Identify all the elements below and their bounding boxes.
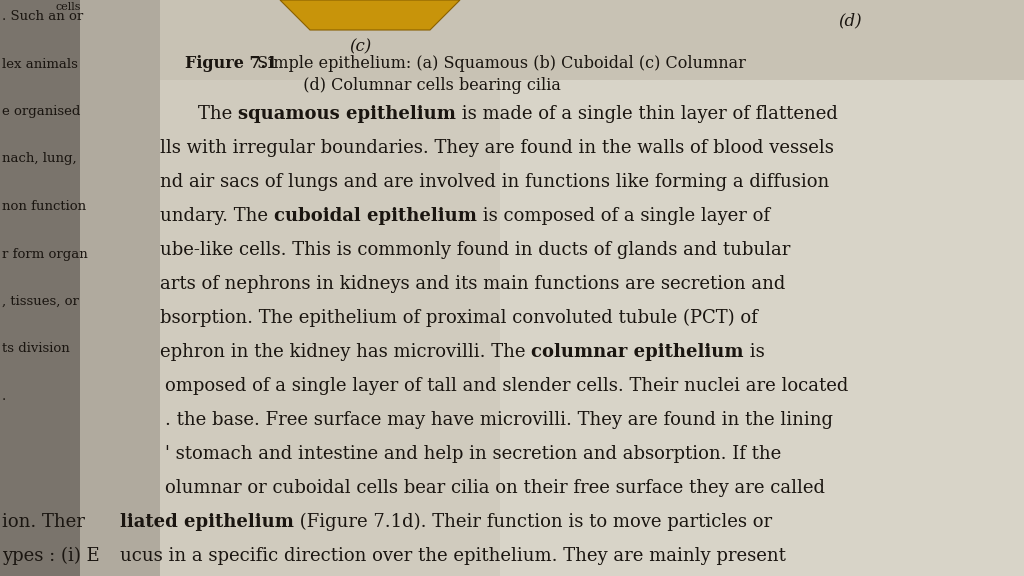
Text: (Figure 7.1d). Their function is to move particles or: (Figure 7.1d). Their function is to move… [294, 513, 772, 531]
Text: non function: non function [2, 200, 86, 213]
Bar [500, 0, 1024, 576]
Text: ' stomach and intestine and help in secretion and absorption. If the: ' stomach and intestine and help in secr… [165, 445, 781, 463]
Text: olumnar or cuboidal cells bear cilia on their free surface they are called: olumnar or cuboidal cells bear cilia on … [165, 479, 825, 497]
Text: (d) Columnar cells bearing cilia: (d) Columnar cells bearing cilia [252, 77, 561, 94]
Text: Simple epithelium: (a) Squamous (b) Cuboidal (c) Columnar: Simple epithelium: (a) Squamous (b) Cubo… [252, 55, 745, 72]
Text: ion. Ther: ion. Ther [2, 513, 85, 531]
Text: is made of a single thin layer of flattened: is made of a single thin layer of flatte… [456, 105, 838, 123]
Polygon shape [280, 0, 460, 30]
Text: . the base. Free surface may have microvilli. They are found in the lining: . the base. Free surface may have microv… [165, 411, 833, 429]
Text: r form organ: r form organ [2, 248, 88, 261]
Text: ts division: ts division [2, 342, 70, 355]
Text: undary. The: undary. The [160, 207, 273, 225]
Text: cells: cells [55, 2, 81, 12]
Text: ephron in the kidney has microvilli. The: ephron in the kidney has microvilli. The [160, 343, 531, 361]
Text: e organised: e organised [2, 105, 80, 118]
Text: nd air sacs of lungs and are involved in functions like forming a diffusion: nd air sacs of lungs and are involved in… [160, 173, 829, 191]
Text: nach, lung,: nach, lung, [2, 152, 77, 165]
Text: (c): (c) [349, 38, 371, 55]
Bar [160, 0, 1024, 80]
Text: , tissues, or: , tissues, or [2, 295, 79, 308]
Text: liated epithelium: liated epithelium [120, 513, 294, 531]
Text: Figure 7.1: Figure 7.1 [185, 55, 278, 72]
Text: ube-like cells. This is commonly found in ducts of glands and tubular: ube-like cells. This is commonly found i… [160, 241, 791, 259]
Text: omposed of a single layer of tall and slender cells. Their nuclei are located: omposed of a single layer of tall and sl… [165, 377, 848, 395]
Bar [160, 0, 1024, 576]
Text: arts of nephrons in kidneys and its main functions are secretion and: arts of nephrons in kidneys and its main… [160, 275, 785, 293]
Text: .: . [2, 390, 6, 403]
Bar [0, 0, 80, 576]
Text: . Such an or: . Such an or [2, 10, 83, 23]
Text: (d): (d) [839, 12, 862, 29]
Text: squamous epithelium: squamous epithelium [238, 105, 456, 123]
Text: ucus in a specific direction over the epithelium. They are mainly present: ucus in a specific direction over the ep… [120, 547, 785, 565]
Bar [80, 0, 160, 576]
Text: cuboidal epithelium: cuboidal epithelium [273, 207, 476, 225]
Text: is: is [743, 343, 765, 361]
Text: columnar epithelium: columnar epithelium [531, 343, 743, 361]
Text: lls with irregular boundaries. They are found in the walls of blood vessels: lls with irregular boundaries. They are … [160, 139, 834, 157]
Text: bsorption. The epithelium of proximal convoluted tubule (PCT) of: bsorption. The epithelium of proximal co… [160, 309, 758, 327]
Text: is composed of a single layer of: is composed of a single layer of [476, 207, 770, 225]
Text: lex animals: lex animals [2, 58, 78, 71]
Text: ypes : (i) E: ypes : (i) E [2, 547, 99, 565]
Text: The: The [175, 105, 238, 123]
